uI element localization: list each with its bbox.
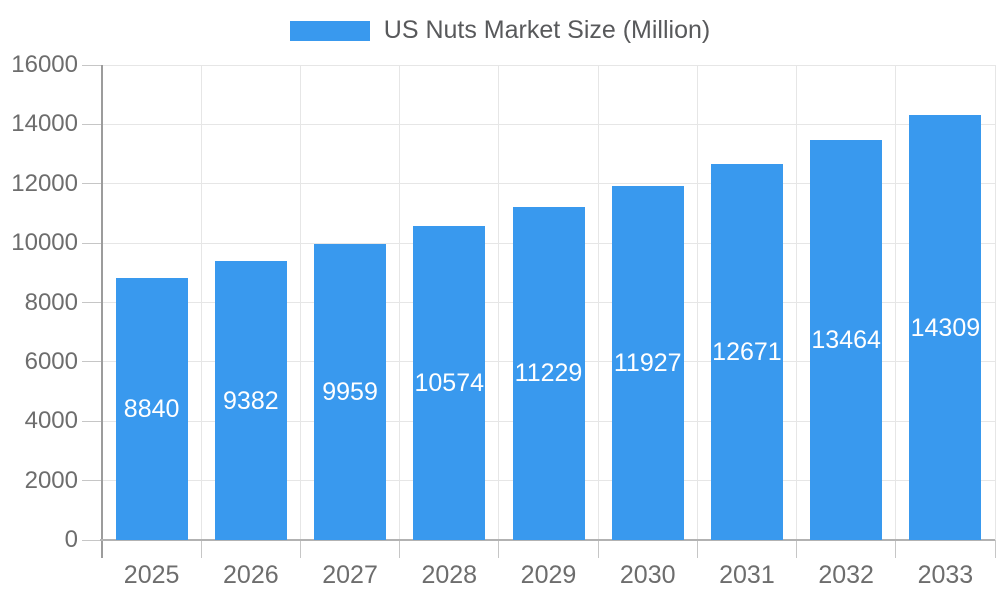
bar-value-label: 14309 — [910, 313, 981, 342]
y-gridline — [102, 123, 995, 125]
y-axis-label: 16000 — [11, 51, 78, 78]
x-axis-tick — [994, 540, 996, 558]
x-gridline — [200, 65, 202, 540]
y-axis-tick — [82, 420, 102, 422]
bar[interactable]: 10574 — [413, 226, 486, 540]
bar-value-label: 12671 — [712, 337, 782, 366]
y-gridline — [102, 64, 995, 66]
bar[interactable]: 11927 — [611, 185, 684, 540]
x-axis-tick — [498, 540, 500, 558]
x-axis-tick — [796, 540, 798, 558]
bar-value-label: 11229 — [514, 359, 583, 388]
x-axis-label: 2028 — [421, 561, 478, 589]
y-axis-tick — [82, 480, 102, 482]
y-axis-label: 12000 — [11, 169, 78, 197]
y-axis-label: 6000 — [24, 347, 78, 375]
y-axis-label: 8000 — [24, 288, 78, 316]
y-axis-tick — [82, 64, 102, 66]
y-axis-label: 2000 — [24, 466, 78, 494]
bar[interactable]: 12671 — [710, 163, 783, 540]
x-axis-tick — [895, 540, 897, 558]
bar[interactable]: 14309 — [909, 115, 982, 540]
bar[interactable]: 9959 — [314, 244, 387, 540]
x-gridline — [299, 65, 301, 540]
x-axis-label: 2030 — [619, 561, 676, 589]
x-gridline — [796, 65, 798, 540]
bar-value-label: 9959 — [322, 378, 378, 407]
bar[interactable]: 13464 — [810, 140, 883, 540]
x-axis-label: 2025 — [123, 561, 180, 589]
bar-value-label: 9382 — [223, 386, 279, 415]
x-gridline — [895, 65, 897, 540]
y-axis-tick — [82, 539, 102, 541]
y-axis-label: 4000 — [24, 407, 78, 435]
x-gridline — [597, 65, 599, 540]
y-axis-label: 10000 — [11, 229, 78, 257]
x-axis-label: 2033 — [917, 561, 974, 589]
y-axis-line — [101, 65, 103, 558]
y-axis-tick — [82, 123, 102, 125]
x-axis-label: 2032 — [818, 561, 874, 589]
y-axis-tick — [82, 361, 102, 363]
bar[interactable]: 9382 — [214, 261, 287, 540]
x-axis-tick — [399, 540, 401, 558]
x-axis-tick — [597, 540, 599, 558]
x-axis-label: 2026 — [223, 561, 279, 589]
x-axis-line — [100, 539, 995, 541]
bar[interactable]: 8840 — [115, 277, 188, 540]
x-axis-label: 2027 — [322, 561, 378, 589]
x-axis-label: 2029 — [520, 561, 577, 589]
x-axis-tick — [696, 540, 698, 558]
bar-value-label: 8840 — [123, 394, 180, 423]
x-gridline — [498, 65, 500, 540]
bar-value-label: 11927 — [613, 348, 682, 377]
x-gridline — [399, 65, 401, 540]
legend-swatch — [289, 20, 370, 41]
x-gridline — [994, 65, 996, 540]
y-axis-label: 14000 — [11, 110, 78, 138]
legend-item[interactable]: US Nuts Market Size (Million) — [0, 16, 1000, 45]
y-gridline — [102, 183, 995, 185]
y-axis-tick — [82, 183, 102, 185]
y-axis-tick — [82, 242, 102, 244]
y-axis-label: 0 — [64, 526, 78, 553]
x-axis-tick — [299, 540, 301, 558]
x-gridline — [696, 65, 698, 540]
y-axis-tick — [82, 302, 102, 303]
x-axis-tick — [200, 540, 202, 558]
bar-value-label: 13464 — [811, 326, 881, 355]
bar-value-label: 10574 — [414, 369, 485, 398]
legend-label: US Nuts Market Size (Million) — [383, 16, 711, 44]
bar[interactable]: 11229 — [512, 206, 585, 540]
x-axis-label: 2031 — [719, 561, 775, 589]
